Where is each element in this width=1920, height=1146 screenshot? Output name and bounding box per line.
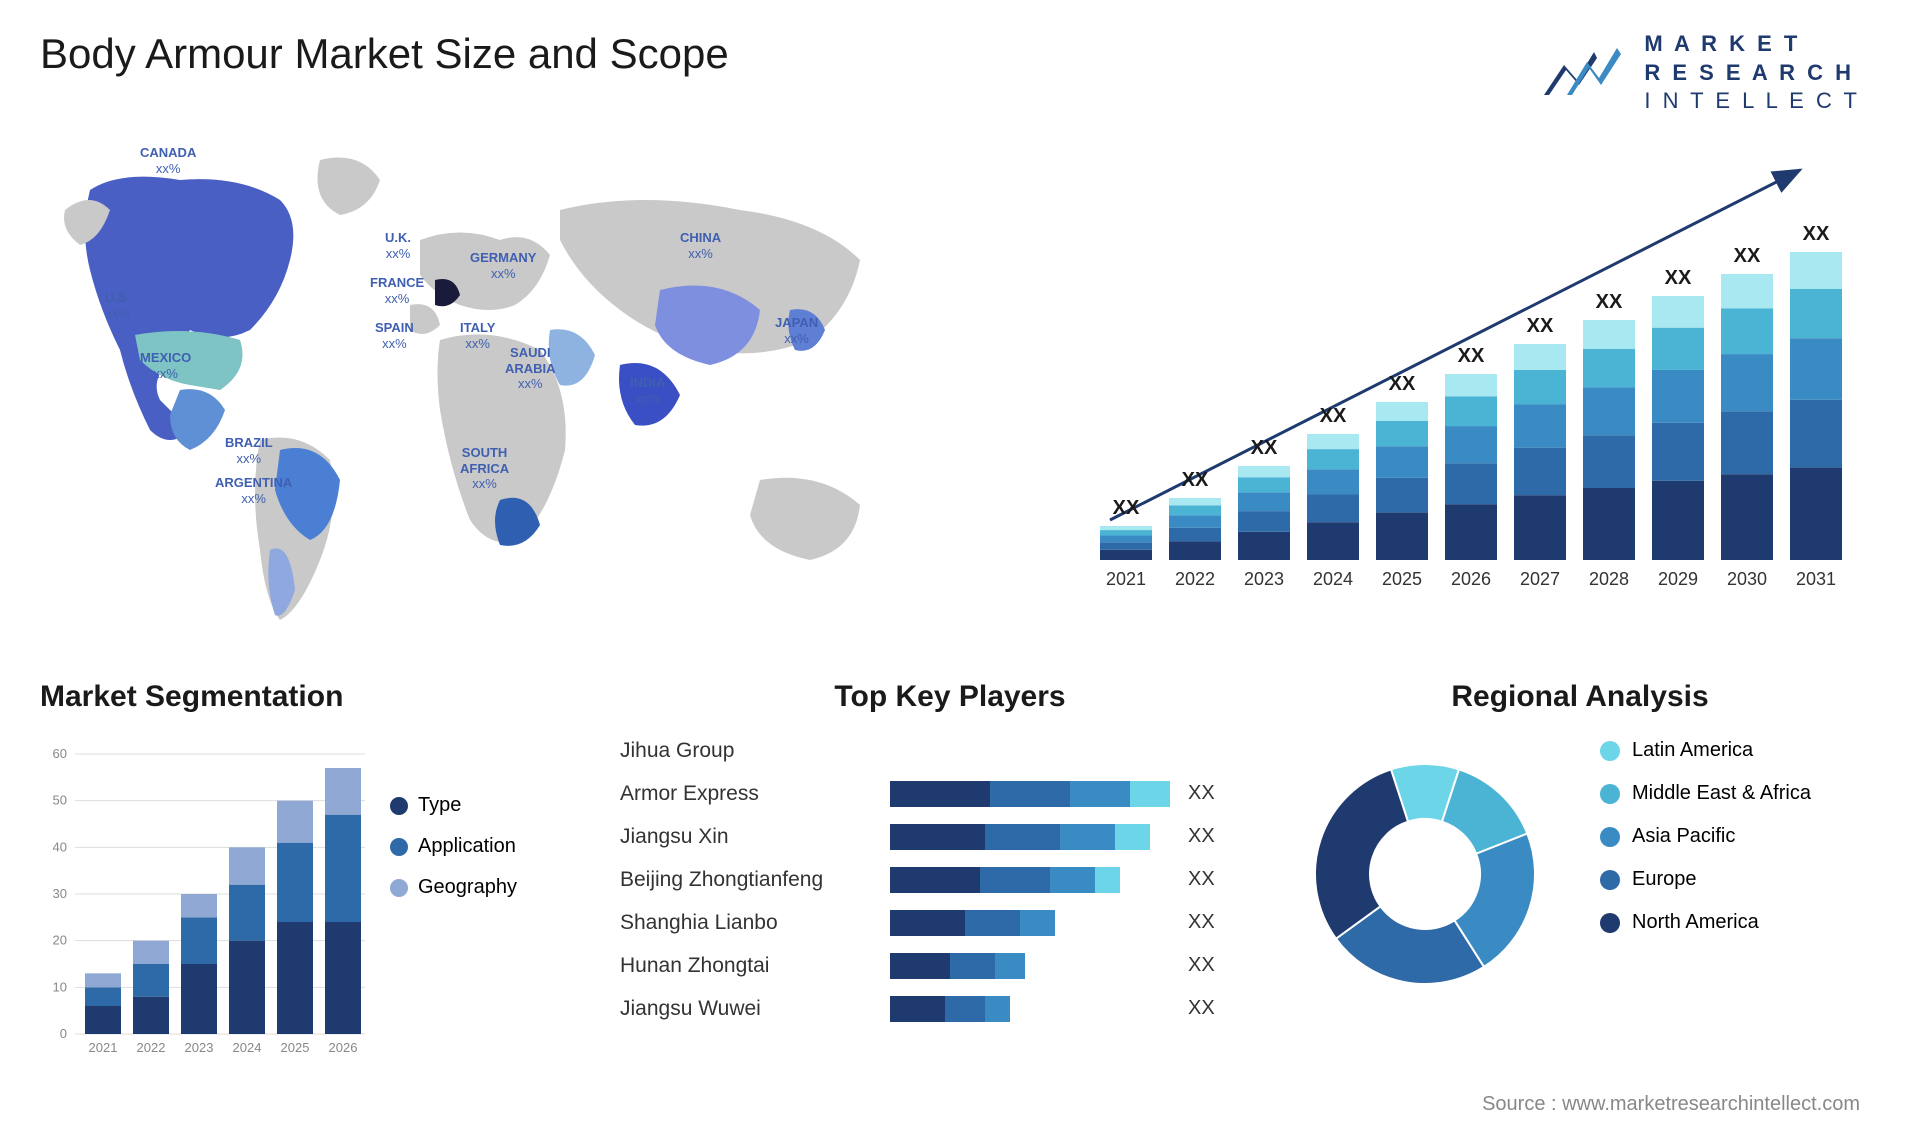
svg-text:2023: 2023 (185, 1040, 214, 1055)
svg-text:XX: XX (1803, 223, 1830, 245)
source-text: Source : www.marketresearchintellect.com (1482, 1093, 1860, 1116)
logo-icon (1539, 40, 1629, 105)
players-list: Jihua GroupArmor ExpressXXJiangsu XinXXB… (620, 729, 1280, 1030)
svg-text:0: 0 (60, 1026, 67, 1041)
svg-text:60: 60 (53, 746, 67, 761)
player-row: Beijing ZhongtianfengXX (620, 858, 1280, 901)
player-row: Jiangsu WuweiXX (620, 987, 1280, 1030)
svg-text:2021: 2021 (89, 1040, 118, 1055)
growth-chart-svg: XX 2021 XX 2022 XX 2023 XX 2024 XX 2025 XX 2026 XX 20… (1080, 150, 1860, 620)
player-row: Jihua Group (620, 729, 1280, 772)
svg-text:XX: XX (1458, 345, 1485, 367)
page-title: Body Armour Market Size and Scope (40, 30, 729, 78)
legend-item: Europe (1600, 868, 1811, 891)
svg-text:XX: XX (1251, 437, 1278, 459)
player-row: Hunan ZhongtaiXX (620, 944, 1280, 987)
svg-text:2025: 2025 (281, 1040, 310, 1055)
segmentation-legend: Type Application Geography (390, 794, 517, 917)
svg-text:2021: 2021 (1106, 569, 1146, 589)
svg-text:XX: XX (1665, 267, 1692, 289)
map-label: U.K.xx% (385, 230, 411, 261)
players-title: Top Key Players (620, 680, 1280, 714)
logo-line3: I N T E L L E C T (1644, 87, 1860, 116)
svg-text:20: 20 (53, 933, 67, 948)
logo-line2: R E S E A R C H (1644, 59, 1860, 88)
map-label: SPAINxx% (375, 320, 414, 351)
map-label: U.S.xx% (105, 290, 130, 321)
svg-text:2022: 2022 (1175, 569, 1215, 589)
regional-title: Regional Analysis (1290, 680, 1870, 714)
svg-text:2029: 2029 (1658, 569, 1698, 589)
legend-item: Asia Pacific (1600, 825, 1811, 848)
player-row: Shanghia LianboXX (620, 901, 1280, 944)
svg-text:2024: 2024 (233, 1040, 262, 1055)
legend-item: Geography (390, 876, 517, 899)
growth-chart: XX 2021 XX 2022 XX 2023 XX 2024 XX 2025 XX 2026 XX 20… (1080, 150, 1860, 620)
svg-text:XX: XX (1182, 469, 1209, 491)
segmentation-chart: 0 10 20 30 40 50 60 2021 2022 2023 2024 2025 2026 (40, 734, 370, 1064)
map-label: ITALYxx% (460, 320, 495, 351)
donut-chart (1290, 739, 1560, 1009)
svg-text:2031: 2031 (1796, 569, 1836, 589)
map-label: ARGENTINAxx% (215, 475, 292, 506)
svg-text:XX: XX (1527, 315, 1554, 337)
legend-item: North America (1600, 911, 1811, 934)
svg-text:XX: XX (1389, 373, 1416, 395)
svg-text:2024: 2024 (1313, 569, 1353, 589)
svg-text:40: 40 (53, 839, 67, 854)
svg-text:30: 30 (53, 886, 67, 901)
map-label: SAUDIARABIAxx% (505, 345, 556, 392)
svg-text:2028: 2028 (1589, 569, 1629, 589)
svg-text:2022: 2022 (137, 1040, 166, 1055)
map-svg (40, 130, 920, 640)
players-section: Top Key Players Jihua GroupArmor Express… (620, 680, 1280, 1030)
segmentation-section: Market Segmentation 0 10 20 30 40 50 60 2021 202… (40, 680, 560, 1074)
svg-text:XX: XX (1596, 291, 1623, 313)
player-row: Armor ExpressXX (620, 772, 1280, 815)
legend-item: Application (390, 835, 517, 858)
svg-text:50: 50 (53, 793, 67, 808)
svg-text:XX: XX (1113, 497, 1140, 519)
map-label: INDIAxx% (630, 375, 665, 406)
logo-line1: M A R K E T (1644, 30, 1860, 59)
logo: M A R K E T R E S E A R C H I N T E L L … (1539, 30, 1860, 116)
legend-item: Type (390, 794, 517, 817)
svg-text:XX: XX (1734, 245, 1761, 267)
world-map: CANADAxx% U.S.xx% MEXICOxx% BRAZILxx% ARGENT… (40, 130, 920, 640)
donut-legend: Latin America Middle East & Africa Asia Pa… (1600, 739, 1811, 954)
legend-item: Latin America (1600, 739, 1811, 762)
segmentation-title: Market Segmentation (40, 680, 560, 714)
legend-item: Middle East & Africa (1600, 782, 1811, 805)
svg-text:2026: 2026 (329, 1040, 358, 1055)
map-label: CHINAxx% (680, 230, 721, 261)
map-label: JAPANxx% (775, 315, 818, 346)
svg-text:2030: 2030 (1727, 569, 1767, 589)
svg-text:2026: 2026 (1451, 569, 1491, 589)
player-row: Jiangsu XinXX (620, 815, 1280, 858)
map-label: BRAZILxx% (225, 435, 273, 466)
map-label: GERMANYxx% (470, 250, 536, 281)
svg-text:XX: XX (1320, 405, 1347, 427)
map-label: CANADAxx% (140, 145, 196, 176)
svg-text:2023: 2023 (1244, 569, 1284, 589)
regional-section: Regional Analysis Latin America Middle Ea… (1290, 680, 1870, 1009)
map-label: FRANCExx% (370, 275, 424, 306)
svg-text:10: 10 (53, 979, 67, 994)
svg-text:2027: 2027 (1520, 569, 1560, 589)
svg-text:2025: 2025 (1382, 569, 1422, 589)
map-label: SOUTHAFRICAxx% (460, 445, 509, 492)
map-label: MEXICOxx% (140, 350, 191, 381)
